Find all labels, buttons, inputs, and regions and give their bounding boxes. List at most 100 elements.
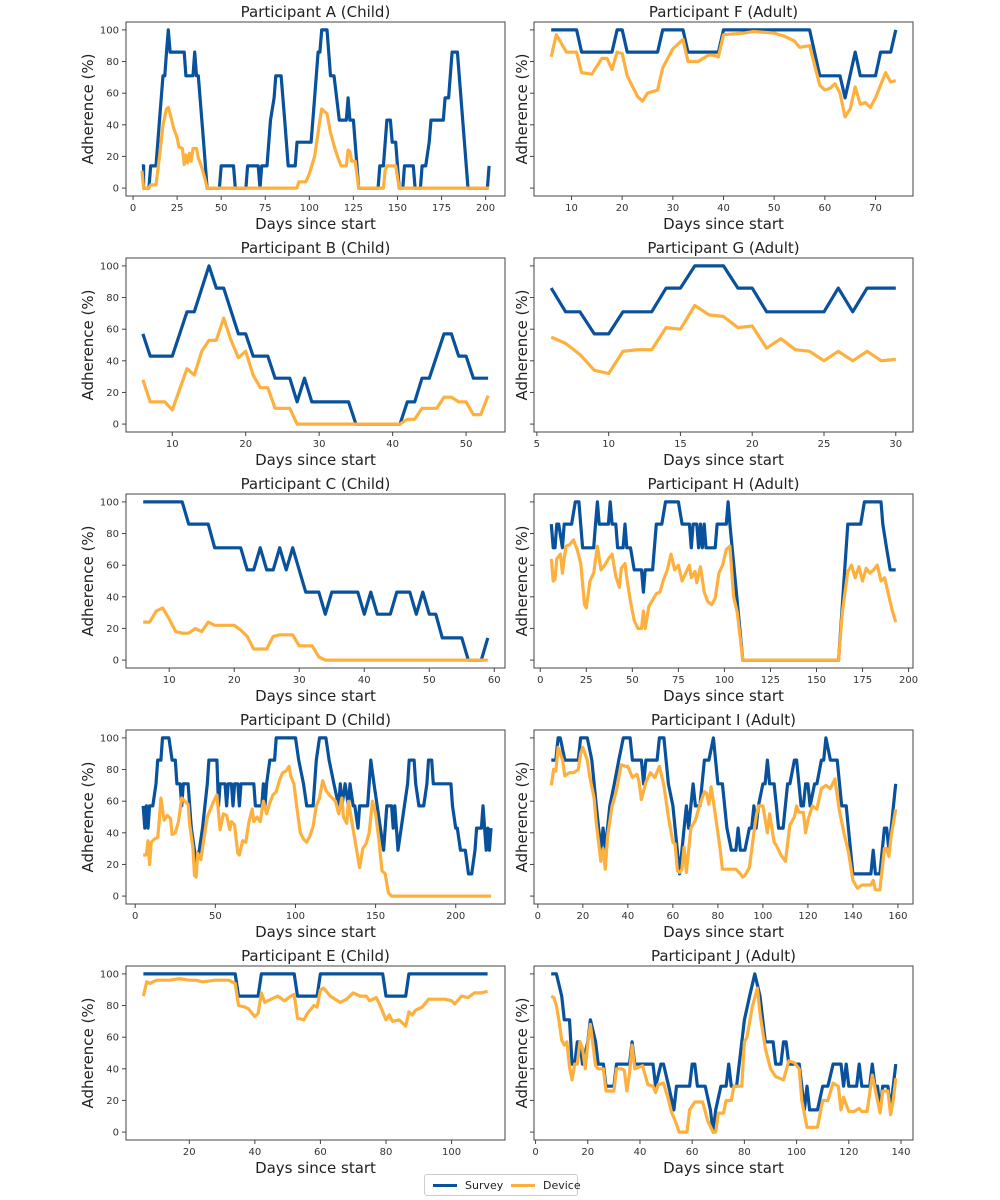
x-tick-label: 80	[380, 1147, 393, 1158]
x-tick-label: 200	[899, 675, 918, 686]
y-tick-label: 80	[106, 293, 119, 304]
y-tick-label: 40	[106, 592, 119, 603]
x-tick-label: 175	[853, 675, 872, 686]
series-line-survey	[551, 972, 898, 1134]
series-line-device	[549, 538, 898, 662]
y-tick-label: 60	[106, 89, 119, 100]
panel-title: Participant J (Adult)	[651, 947, 796, 965]
x-tick-label: 5	[534, 439, 540, 450]
x-tick-label: 50	[423, 675, 436, 686]
series-line-device	[141, 316, 490, 426]
x-tick-label: 20	[746, 439, 759, 450]
y-tick-label: 80	[106, 57, 119, 68]
x-tick-label: 100	[300, 203, 319, 214]
x-tick-label: 60	[818, 203, 831, 214]
x-axis-label: Days since start	[663, 215, 784, 233]
x-axis-label: Days since start	[255, 215, 376, 233]
series-line-device	[140, 105, 490, 190]
panel-participant-h-adult: Participant H (Adult) 0 25 50 75 100 125 150 175…	[513, 475, 918, 705]
legend-swatch-device	[511, 1183, 535, 1187]
y-tick-label: 40	[106, 1064, 119, 1075]
series-line-survey	[551, 736, 898, 876]
y-tick-label: 80	[106, 765, 119, 776]
x-tick-label: 20	[239, 439, 252, 450]
legend: Survey Device	[424, 1174, 581, 1196]
y-axis-label: Adherence (%)	[79, 53, 97, 164]
x-tick-label: 40	[358, 675, 371, 686]
y-tick-label: 100	[100, 25, 119, 36]
plot-frame	[533, 493, 914, 669]
series-line-survey	[549, 264, 896, 336]
panel-participant-j-adult: Participant J (Adult) 0 20 40 60 80 100 120 140 D…	[513, 947, 914, 1177]
x-tick-label: 50	[626, 675, 639, 686]
x-tick-label: 40	[634, 1147, 647, 1158]
y-tick-label: 40	[106, 356, 119, 367]
panel-participant-c-child: Participant C (Child) 10 20 30 40 50 60 0 20 40 60…	[79, 475, 506, 705]
panel-title: Participant A (Child)	[241, 3, 391, 21]
series-line-device	[143, 606, 488, 662]
x-tick-label: 125	[761, 675, 780, 686]
y-axis-label: Adherence (%)	[513, 761, 531, 872]
y-tick-label: 100	[100, 261, 119, 272]
x-tick-label: 10	[565, 203, 578, 214]
y-axis-label: Adherence (%)	[79, 761, 97, 872]
y-tick-label: 100	[100, 497, 119, 508]
x-tick-label: 25	[580, 675, 593, 686]
x-tick-label: 200	[446, 911, 465, 922]
plot-frame	[533, 729, 914, 905]
plot-frame	[533, 965, 914, 1141]
x-tick-label: 60	[686, 1147, 699, 1158]
plot-frame	[533, 257, 914, 433]
x-tick-label: 50	[209, 911, 222, 922]
panel-title: Participant B (Child)	[241, 239, 391, 257]
x-tick-label: 15	[674, 439, 687, 450]
x-axis-label: Days since start	[663, 1159, 784, 1177]
series-line-survey	[549, 500, 896, 662]
x-axis-label: Days since start	[255, 451, 376, 469]
x-tick-label: 25	[818, 439, 831, 450]
series-line-survey	[143, 972, 488, 998]
y-tick-label: 40	[106, 828, 119, 839]
x-tick-label: 30	[313, 439, 326, 450]
series-line-device	[550, 303, 896, 376]
panel-title: Participant D (Child)	[240, 711, 391, 729]
series-line-device	[549, 29, 897, 119]
panel-title: Participant I (Adult)	[651, 711, 796, 729]
x-tick-label: 200	[476, 203, 495, 214]
y-tick-label: 100	[100, 969, 119, 980]
x-tick-label: 40	[717, 203, 730, 214]
panel-participant-g-adult: Participant G (Adult) 5 10 15 20 25 30 Days sin…	[513, 239, 914, 469]
y-tick-label: 20	[106, 388, 119, 399]
y-tick-label: 0	[113, 656, 119, 667]
y-tick-label: 20	[106, 152, 119, 163]
x-axis-label: Days since start	[255, 1159, 376, 1177]
x-tick-label: 20	[616, 203, 629, 214]
x-axis-label: Days since start	[663, 687, 784, 705]
y-axis-label: Adherence (%)	[513, 997, 531, 1108]
y-axis-label: Adherence (%)	[79, 289, 97, 400]
x-tick-label: 100	[715, 675, 734, 686]
y-tick-label: 20	[106, 860, 119, 871]
y-tick-label: 80	[106, 529, 119, 540]
x-tick-label: 50	[215, 203, 228, 214]
series-line-survey	[141, 264, 489, 426]
x-tick-label: 60	[666, 911, 679, 922]
x-tick-label: 40	[621, 911, 634, 922]
panel-title: Participant E (Child)	[241, 947, 390, 965]
x-tick-label: 70	[869, 203, 882, 214]
x-tick-label: 0	[132, 911, 138, 922]
y-axis-label: Adherence (%)	[513, 525, 531, 636]
x-tick-label: 75	[259, 203, 272, 214]
x-tick-label: 40	[248, 1147, 261, 1158]
panel-participant-i-adult: Participant I (Adult) 0 20 40 60 80 100 120 140 1…	[513, 711, 914, 941]
x-tick-label: 0	[535, 911, 541, 922]
panel-participant-a-child: Participant A (Child) 0 25 50 75 100 125 150 175…	[79, 3, 506, 233]
panel-title: Participant H (Adult)	[648, 475, 800, 493]
y-tick-label: 60	[106, 1033, 119, 1044]
legend-item-survey: Survey	[433, 1177, 503, 1193]
panel-title: Participant G (Adult)	[647, 239, 799, 257]
legend-item-device: Device	[511, 1177, 581, 1193]
legend-label-survey: Survey	[465, 1178, 504, 1192]
y-tick-label: 40	[106, 120, 119, 131]
